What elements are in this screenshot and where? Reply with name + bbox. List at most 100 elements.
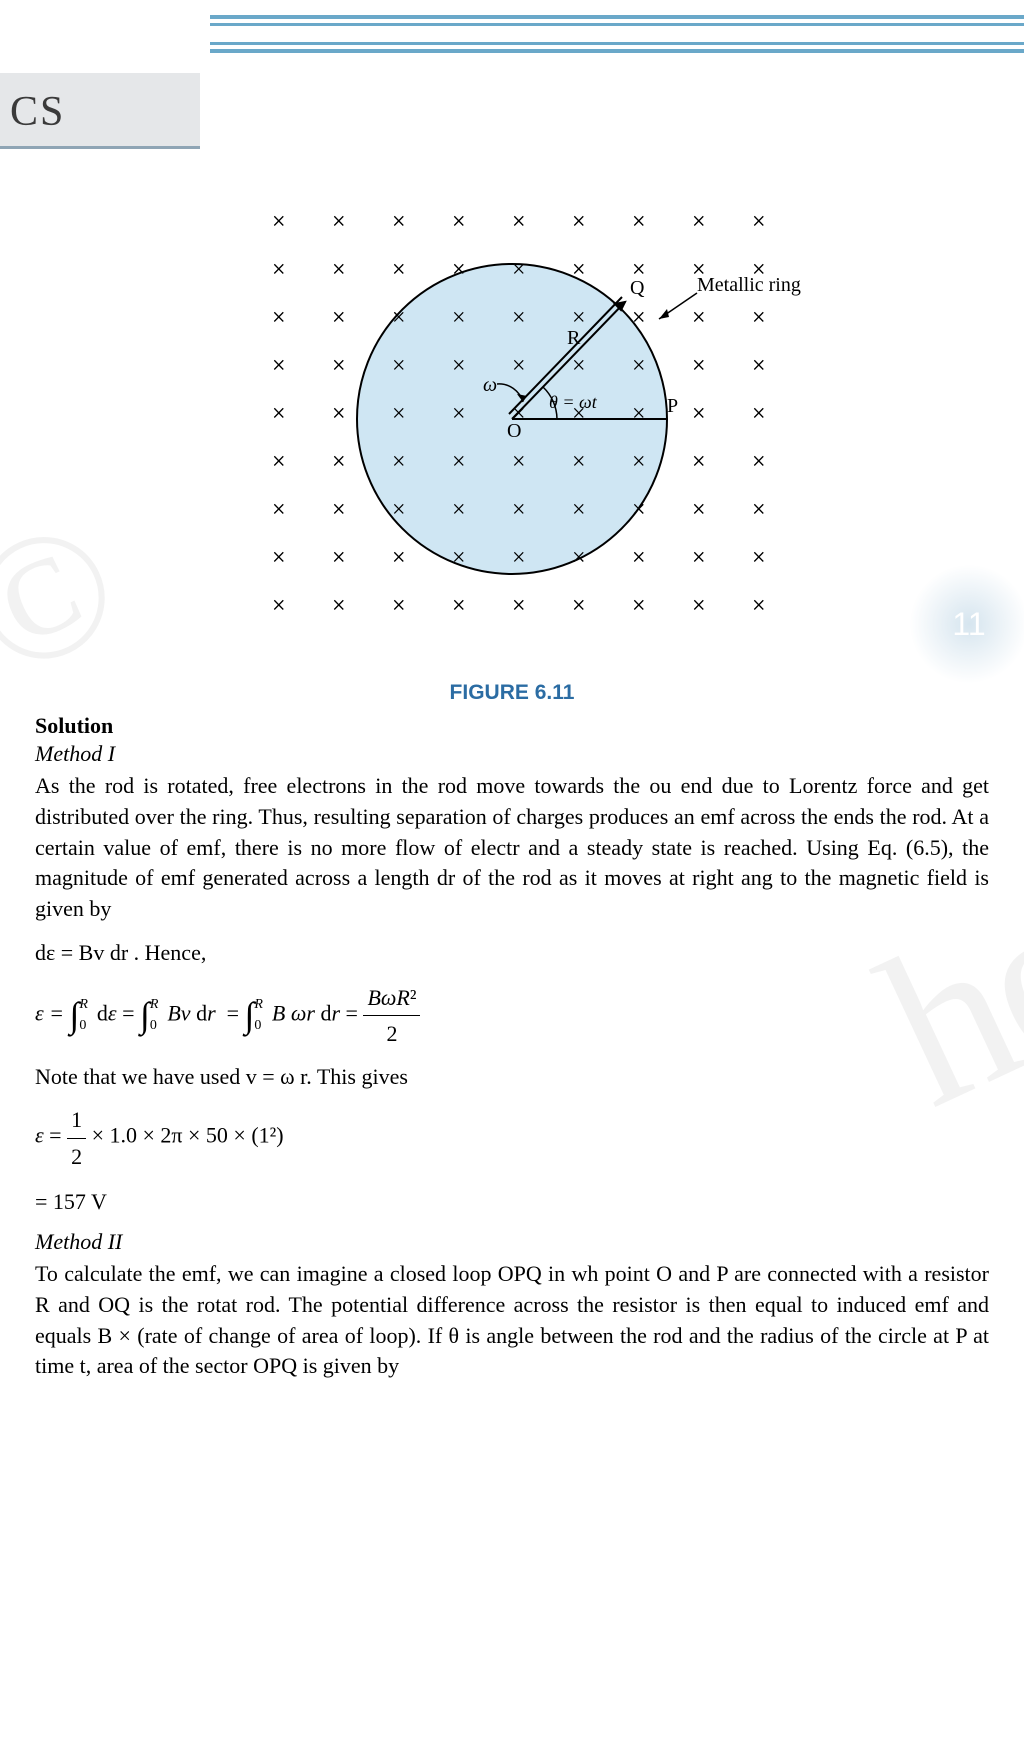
svg-text:×: ×: [572, 257, 586, 283]
svg-text:×: ×: [452, 497, 466, 523]
int3-body: B ωr dr =: [272, 1001, 364, 1026]
svg-text:×: ×: [392, 305, 406, 331]
svg-text:×: ×: [452, 353, 466, 379]
int1-symbol: ∫: [70, 995, 80, 1035]
svg-text:×: ×: [632, 401, 646, 427]
svg-text:×: ×: [632, 305, 646, 331]
svg-text:×: ×: [692, 305, 706, 331]
svg-text:×: ×: [452, 305, 466, 331]
svg-text:×: ×: [692, 209, 706, 235]
svg-text:×: ×: [392, 209, 406, 235]
eq-demf: dε = Bv dr . Hence,: [35, 935, 989, 970]
figure-caption: FIGURE 6.11: [35, 681, 989, 705]
method1-para: As the rod is rotated, free electrons in…: [35, 771, 989, 925]
eq-integral: ε = ∫R0 dε = ∫R0 Bv dr = ∫R0 B ωr dr = B…: [35, 980, 989, 1051]
svg-text:×: ×: [392, 353, 406, 379]
svg-text:×: ×: [272, 497, 286, 523]
svg-text:×: ×: [752, 209, 766, 235]
svg-text:Metallic ring: Metallic ring: [697, 274, 801, 296]
svg-text:×: ×: [632, 593, 646, 619]
svg-text:×: ×: [392, 449, 406, 475]
half-num: 1: [67, 1102, 86, 1138]
svg-text:×: ×: [332, 497, 346, 523]
svg-text:θ = ωt: θ = ωt: [549, 392, 598, 412]
int3-symbol: ∫: [245, 995, 255, 1035]
half-frac: 1 2: [67, 1102, 86, 1173]
svg-text:×: ×: [452, 545, 466, 571]
svg-text:×: ×: [632, 545, 646, 571]
svg-text:×: ×: [452, 401, 466, 427]
svg-text:×: ×: [512, 593, 526, 619]
page-number-badge: 11: [909, 564, 1024, 684]
svg-text:×: ×: [752, 497, 766, 523]
svg-text:×: ×: [692, 545, 706, 571]
svg-text:×: ×: [752, 401, 766, 427]
svg-text:O: O: [507, 420, 521, 442]
eq3-rest: × 1.0 × 2π × 50 × (1²): [92, 1123, 284, 1148]
int2-body: Bv dr =: [167, 1001, 244, 1026]
svg-text:×: ×: [692, 593, 706, 619]
svg-text:×: ×: [272, 449, 286, 475]
svg-text:×: ×: [512, 545, 526, 571]
svg-text:×: ×: [332, 353, 346, 379]
svg-text:×: ×: [272, 545, 286, 571]
svg-text:×: ×: [512, 257, 526, 283]
svg-text:×: ×: [452, 257, 466, 283]
svg-text:×: ×: [692, 401, 706, 427]
method2-para: To calculate the emf, we can imagine a c…: [35, 1259, 989, 1382]
cs-tab: CS: [0, 73, 200, 149]
svg-text:×: ×: [752, 593, 766, 619]
svg-text:×: ×: [512, 305, 526, 331]
svg-text:×: ×: [572, 497, 586, 523]
svg-text:×: ×: [632, 353, 646, 379]
svg-text:×: ×: [692, 353, 706, 379]
method2-heading: Method II: [35, 1229, 989, 1255]
eq-157v: = 157 V: [35, 1184, 989, 1219]
cs-label: CS: [0, 89, 65, 135]
svg-text:×: ×: [512, 449, 526, 475]
svg-text:×: ×: [332, 257, 346, 283]
svg-text:×: ×: [572, 209, 586, 235]
page-number: 11: [952, 606, 985, 643]
svg-text:×: ×: [272, 209, 286, 235]
svg-text:×: ×: [392, 545, 406, 571]
svg-text:×: ×: [392, 401, 406, 427]
svg-text:×: ×: [572, 449, 586, 475]
eq1-text: dε = Bv dr . Hence,: [35, 940, 206, 965]
int2-symbol: ∫: [140, 995, 150, 1035]
svg-text:×: ×: [752, 353, 766, 379]
diagram-svg: × × × × × × × × × × × × × × × × × × × × × × × × × × × × × × × × × × × × × × × ×…: [187, 174, 837, 664]
svg-text:×: ×: [332, 209, 346, 235]
eps-lhs: ε =: [35, 1001, 64, 1026]
solution-heading: Solution: [35, 713, 989, 739]
eps-lhs2: ε: [35, 1123, 44, 1148]
svg-text:R: R: [567, 327, 581, 349]
svg-text:×: ×: [272, 353, 286, 379]
svg-text:×: ×: [332, 401, 346, 427]
svg-text:×: ×: [572, 545, 586, 571]
svg-text:ω: ω: [483, 374, 497, 396]
eq-numeric: ε = 1 2 × 1.0 × 2π × 50 × (1²): [35, 1102, 989, 1173]
svg-text:×: ×: [272, 305, 286, 331]
svg-text:×: ×: [332, 545, 346, 571]
svg-text:×: ×: [452, 449, 466, 475]
int1-limits: R0: [79, 996, 91, 1036]
svg-text:×: ×: [452, 593, 466, 619]
svg-text:×: ×: [572, 353, 586, 379]
svg-text:×: ×: [392, 257, 406, 283]
figure-6-11: × × × × × × × × × × × × × × × × × × × × × × × × × × × × × × × × × × × × × × × ×…: [187, 174, 837, 669]
int3-limits: R0: [254, 996, 266, 1036]
header-rule: [210, 15, 1024, 53]
note-text: Note that we have used v = ω r. This giv…: [35, 1062, 989, 1093]
svg-text:×: ×: [752, 305, 766, 331]
svg-text:×: ×: [752, 545, 766, 571]
svg-text:Q: Q: [630, 277, 645, 299]
svg-text:×: ×: [392, 497, 406, 523]
svg-text:×: ×: [452, 209, 466, 235]
result-frac: BωR² 2: [363, 980, 420, 1051]
svg-text:×: ×: [272, 257, 286, 283]
half-den: 2: [67, 1139, 86, 1174]
content-area: © he ×××××××××××××××××××××××××××××××××××…: [35, 174, 989, 1382]
svg-text:×: ×: [632, 497, 646, 523]
svg-text:×: ×: [512, 497, 526, 523]
